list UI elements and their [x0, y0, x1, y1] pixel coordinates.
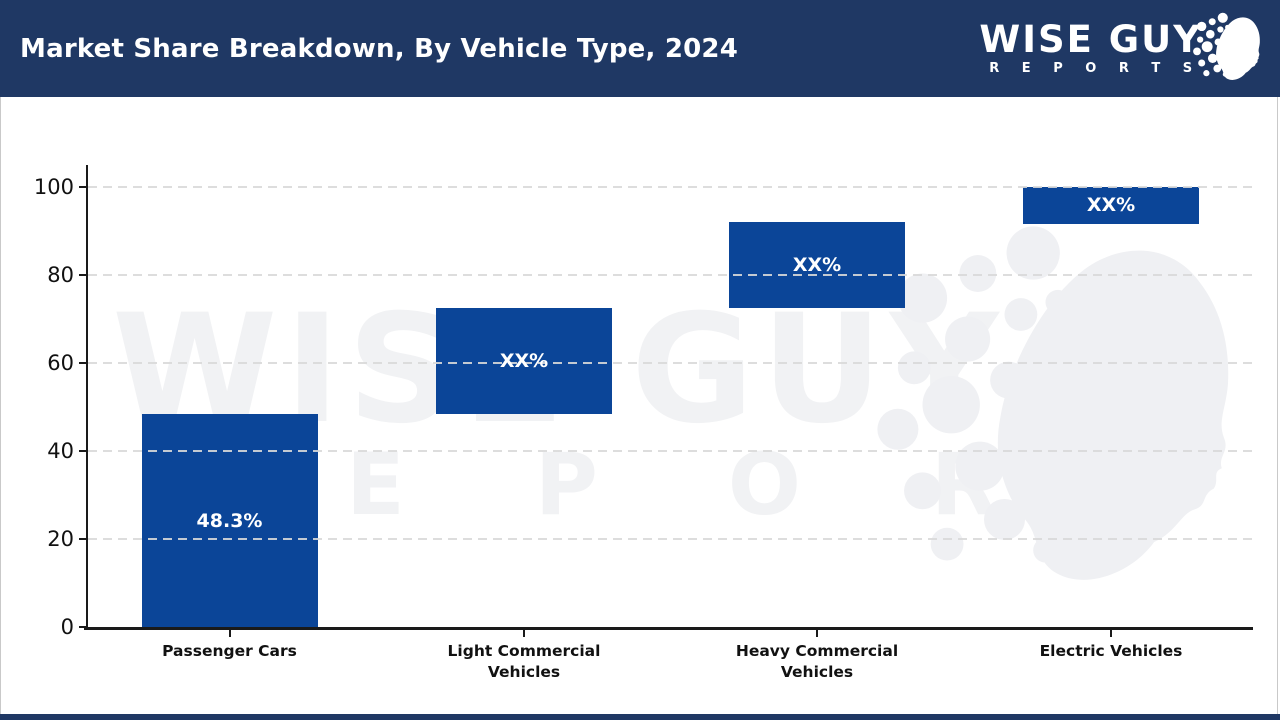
bar-segment — [436, 308, 612, 415]
gridline — [88, 186, 1253, 188]
x-axis-category-label: Heavy Commercial Vehicles — [735, 642, 899, 681]
window-left-edge — [0, 97, 1, 714]
y-axis-tick — [79, 538, 86, 540]
bar-segment — [1023, 187, 1199, 224]
x-axis-tick — [1110, 630, 1112, 637]
x-axis-category-label: Passenger Cars — [162, 642, 297, 660]
bar-segment — [141, 414, 318, 627]
y-axis-tick — [79, 626, 86, 628]
y-axis-tick-label: 20 — [47, 527, 74, 551]
y-axis-line — [86, 165, 88, 630]
y-axis-tick — [79, 186, 86, 188]
y-axis-tick — [79, 362, 86, 364]
dotted-face-icon — [1193, 12, 1260, 80]
y-axis-tick-label: 60 — [47, 351, 74, 375]
y-axis-tick-label: 40 — [47, 439, 74, 463]
x-axis-tick — [523, 630, 525, 637]
y-axis-tick-label: 0 — [60, 615, 74, 639]
bar-value-label: 48.3% — [196, 509, 263, 532]
bar-value-label: XX% — [499, 350, 549, 373]
bar-segment — [729, 222, 905, 308]
y-axis-tick-label: 80 — [47, 263, 74, 287]
gridline — [88, 538, 1253, 540]
x-axis-tick — [228, 630, 231, 637]
y-axis-tick — [79, 274, 86, 276]
x-axis-category-label: Light Commercial Vehicles — [447, 642, 601, 681]
x-axis-tick — [816, 630, 818, 637]
logo-wordmark: WISE GUY — [979, 18, 1202, 61]
logo-text: WISE GUY R E P O R T S — [979, 21, 1202, 76]
wise-guy-logo: WISE GUY R E P O R T S — [979, 7, 1280, 91]
page-title: Market Share Breakdown, By Vehicle Type,… — [20, 33, 738, 64]
gridline — [88, 362, 1253, 364]
x-axis-line — [84, 627, 1253, 630]
header-banner: Market Share Breakdown, By Vehicle Type,… — [0, 0, 1280, 97]
bar-value-label: XX% — [792, 254, 842, 277]
y-axis-tick-label: 100 — [33, 175, 74, 199]
gridline — [88, 274, 1253, 276]
footer-bar — [0, 714, 1280, 720]
x-axis-category-label: Electric Vehicles — [1039, 642, 1183, 660]
bar-value-label: XX% — [1086, 194, 1136, 217]
y-axis-tick — [79, 450, 86, 452]
chart-area: WISE GUY R E P O R T S 48.3%XX%XX%XX%020… — [0, 97, 1280, 714]
logo-subtext: R E P O R T S — [989, 61, 1202, 76]
window-right-edge — [1277, 97, 1278, 714]
gridline — [88, 450, 1253, 452]
